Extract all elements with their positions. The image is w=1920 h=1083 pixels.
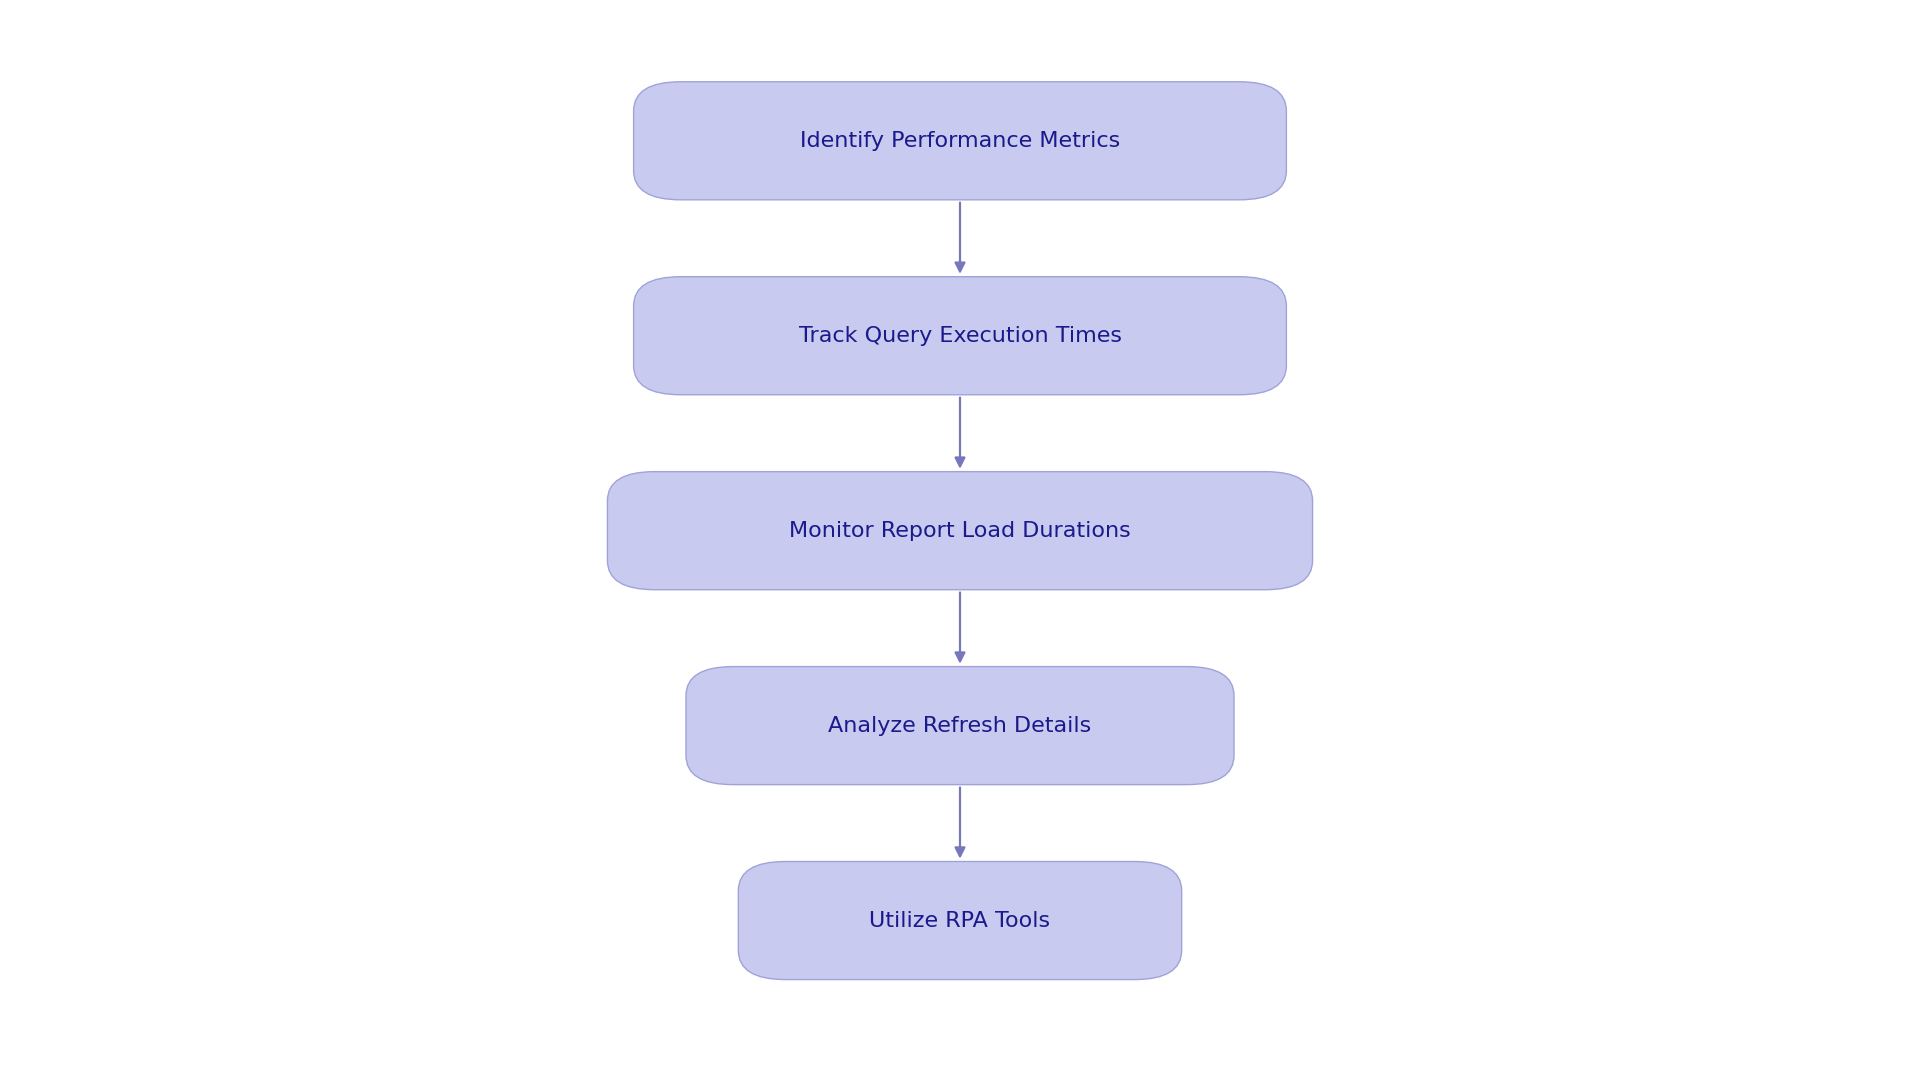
Text: Monitor Report Load Durations: Monitor Report Load Durations [789, 521, 1131, 540]
Text: Analyze Refresh Details: Analyze Refresh Details [828, 716, 1092, 735]
Text: Identify Performance Metrics: Identify Performance Metrics [801, 131, 1119, 151]
FancyBboxPatch shape [607, 472, 1313, 589]
FancyBboxPatch shape [634, 82, 1286, 199]
FancyBboxPatch shape [634, 276, 1286, 394]
FancyBboxPatch shape [685, 666, 1235, 784]
Text: Utilize RPA Tools: Utilize RPA Tools [870, 911, 1050, 930]
Text: Track Query Execution Times: Track Query Execution Times [799, 326, 1121, 345]
FancyBboxPatch shape [739, 862, 1181, 979]
